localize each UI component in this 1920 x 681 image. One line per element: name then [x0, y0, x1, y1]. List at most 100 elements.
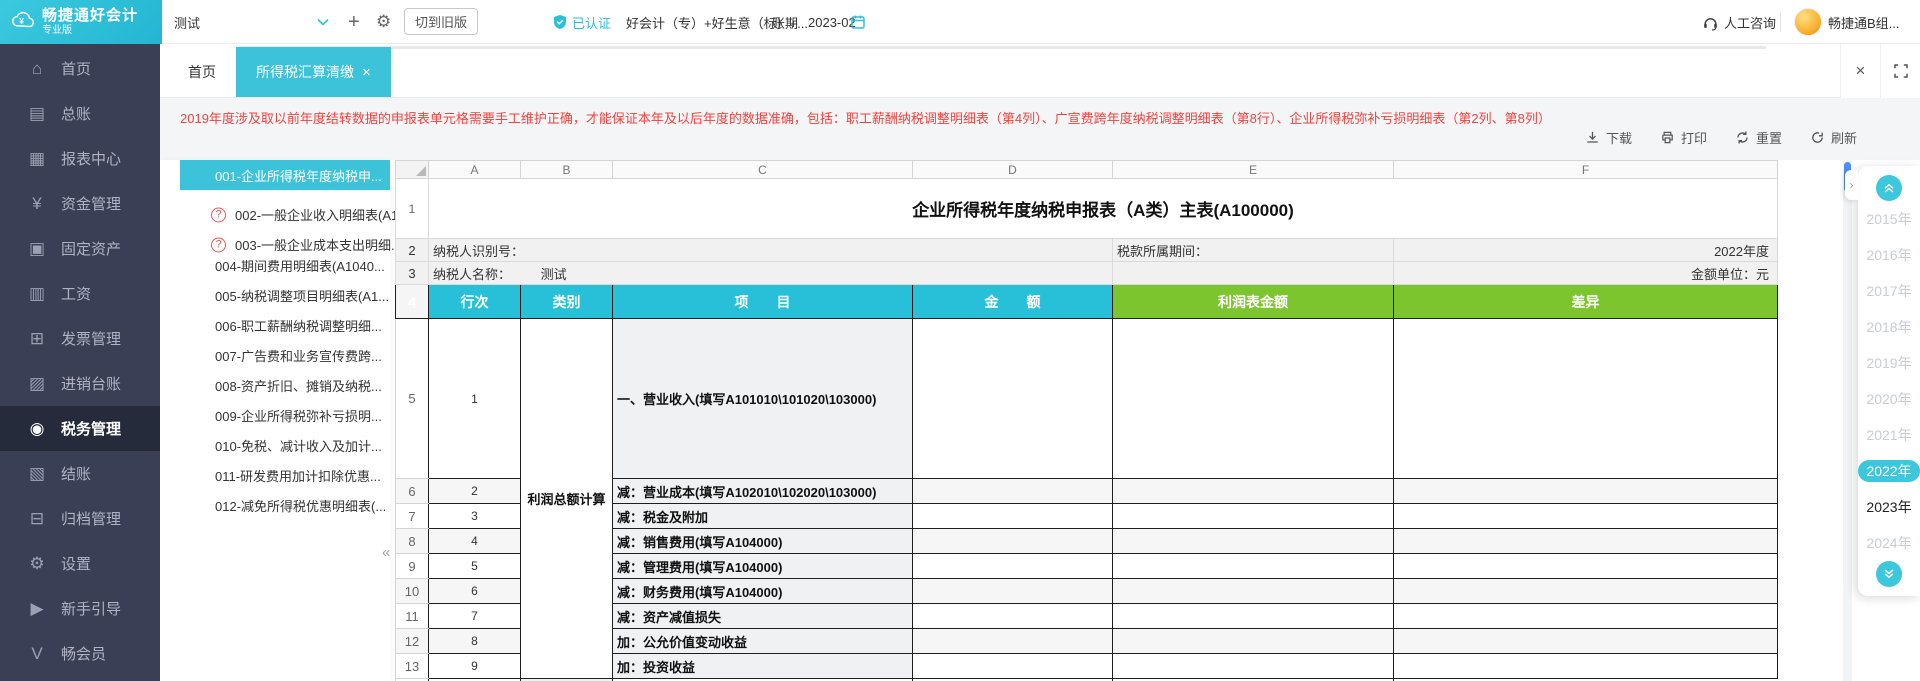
year-item[interactable]: 2022年 — [1858, 460, 1920, 482]
row-number[interactable]: 11 — [395, 603, 429, 629]
period-value[interactable]: 2023-02 — [808, 14, 856, 30]
taxpayer-id-label[interactable]: 纳税人识别号： — [428, 238, 1113, 262]
sidebar-item[interactable]: ▨ 进销台账 — [0, 361, 160, 406]
add-account-icon[interactable]: + — [348, 10, 360, 33]
report-list-item[interactable]: ? 003-一般企业成本支出明细... — [180, 230, 1580, 260]
switch-old-version-button[interactable]: 切到旧版 — [404, 8, 479, 35]
certified-badge[interactable]: 已认证 — [552, 0, 611, 44]
tax-period-label[interactable]: 税款所属期间： — [1112, 238, 1394, 262]
headset-icon[interactable] — [1702, 0, 1719, 44]
reset-button[interactable]: 重置 — [1735, 128, 1782, 147]
row-number[interactable]: 9 — [395, 553, 429, 579]
cell-income-statement[interactable] — [1112, 578, 1394, 604]
cell-amount[interactable] — [912, 578, 1113, 604]
year-item[interactable]: 2017年 — [1866, 283, 1912, 299]
cell-difference[interactable] — [1393, 628, 1778, 654]
cell-amount[interactable] — [912, 553, 1113, 579]
scroll-years-down-button[interactable] — [1876, 561, 1902, 587]
cell-amount[interactable] — [912, 628, 1113, 654]
tab[interactable]: 首页 — [168, 47, 236, 97]
year-panel-handle[interactable]: › — [1845, 170, 1858, 200]
cell-difference[interactable] — [1393, 578, 1778, 604]
cell-difference[interactable] — [1393, 478, 1778, 504]
cell-amount[interactable] — [912, 528, 1113, 554]
cell-income-statement[interactable] — [1112, 553, 1394, 579]
row-number[interactable]: 5 — [395, 318, 429, 479]
cell-amount[interactable] — [912, 603, 1113, 629]
row-number[interactable]: 3 — [395, 261, 429, 285]
tab[interactable]: 所得税汇算清缴 × — [236, 47, 391, 97]
header-line-no[interactable]: 行次 — [428, 284, 521, 319]
report-list-item[interactable]: ? 012-减免所得税优惠明细表(... — [160, 490, 390, 520]
cell-difference[interactable] — [1393, 528, 1778, 554]
sidebar-item[interactable]: ▶ 新手引导 — [0, 586, 160, 631]
cell-income-statement[interactable] — [1112, 628, 1394, 654]
cell-income-statement[interactable] — [1112, 503, 1394, 529]
cell-income-statement[interactable] — [1112, 603, 1394, 629]
report-list-item[interactable]: ? 005-纳税调整项目明细表(A1... — [160, 280, 390, 310]
cell[interactable] — [1112, 678, 1394, 681]
scroll-years-up-button[interactable] — [1876, 175, 1902, 201]
avatar[interactable] — [1794, 8, 1822, 36]
report-list-item[interactable]: ? 007-广告费和业务宣传费跨... — [160, 340, 390, 370]
cell-difference[interactable] — [1393, 503, 1778, 529]
column-header[interactable]: F — [1393, 160, 1778, 179]
cell-item[interactable]: 减：税金及附加 — [612, 503, 913, 529]
row-number[interactable]: 2 — [395, 238, 429, 262]
cell-amount[interactable] — [912, 503, 1113, 529]
column-header[interactable]: D — [912, 160, 1113, 179]
sidebar-item[interactable]: ▤ 总账 — [0, 91, 160, 136]
cell-difference[interactable] — [1393, 318, 1778, 479]
taxpayer-name-cell[interactable]: 纳税人名称： 测试 — [428, 261, 1113, 285]
cell-line-no[interactable]: 7 — [428, 603, 521, 629]
sidebar-item[interactable]: V 畅会员 — [0, 631, 160, 676]
sheet-title[interactable]: 企业所得税年度纳税申报表（A类）主表(A100000) — [428, 178, 1778, 239]
close-tab-icon[interactable]: × — [1840, 44, 1880, 98]
cell-income-statement[interactable] — [1112, 478, 1394, 504]
report-list-item[interactable]: ? 008-资产折旧、摊销及纳税... — [160, 370, 390, 400]
app-logo[interactable]: ¥ 畅捷通好会计 专业版 — [0, 0, 162, 44]
header-difference[interactable]: 差异 — [1393, 284, 1778, 319]
header-amount[interactable]: 金 额 — [912, 284, 1113, 319]
row-number[interactable]: 12 — [395, 628, 429, 654]
unit-label[interactable]: 金额单位：元 — [1393, 261, 1778, 285]
account-name[interactable]: 测试 — [174, 15, 201, 31]
cell-line-no[interactable]: 9 — [428, 653, 521, 679]
tax-period-value[interactable]: 2022年度 — [1393, 238, 1778, 262]
year-item[interactable]: 2020年 — [1866, 391, 1912, 407]
table-scrollbar[interactable] — [1843, 160, 1852, 681]
report-list-item[interactable]: ? 009-企业所得税弥补亏损明... — [160, 400, 390, 430]
cell-line-no[interactable]: 8 — [428, 628, 521, 654]
cell-difference[interactable] — [1393, 553, 1778, 579]
report-list-item[interactable]: ? 001-企业所得税年度纳税申... — [180, 160, 390, 190]
select-all-corner[interactable] — [395, 160, 429, 179]
header-income-statement[interactable]: 利润表金额 — [1112, 284, 1394, 319]
cell-income-statement[interactable] — [1112, 528, 1394, 554]
sidebar-item[interactable]: ¥ 资金管理 — [0, 181, 160, 226]
collapse-panel-icon[interactable]: « — [382, 544, 391, 561]
calendar-icon[interactable] — [850, 0, 866, 44]
sidebar-item[interactable]: ⚙ 设置 — [0, 541, 160, 586]
sidebar-item[interactable]: ▧ 结账 — [0, 451, 160, 496]
sidebar-item[interactable]: ▦ 报表中心 — [0, 136, 160, 181]
print-button[interactable]: 打印 — [1660, 128, 1707, 147]
cell-difference[interactable] — [1393, 653, 1778, 679]
report-list-item[interactable]: ? 004-期间费用明细表(A1040... — [160, 250, 390, 280]
row-number[interactable]: 1 — [395, 178, 429, 239]
year-item[interactable]: 2021年 — [1866, 427, 1912, 443]
cell-line-no[interactable]: 5 — [428, 553, 521, 579]
cell-item[interactable]: 一、营业收入(填写A101010\101020\103000) — [612, 318, 913, 479]
fullscreen-icon[interactable] — [1880, 44, 1920, 98]
cell-line-no[interactable]: 4 — [428, 528, 521, 554]
cell-income-statement[interactable] — [1112, 318, 1394, 479]
cell-line-no[interactable]: 1 — [428, 318, 521, 479]
tab-scrollbar[interactable] — [238, 46, 1766, 49]
sidebar-item[interactable]: ⊞ 发票管理 — [0, 316, 160, 361]
row-number[interactable]: 7 — [395, 503, 429, 529]
cell-item[interactable]: 减：资产减值损失 — [612, 603, 913, 629]
report-list-item[interactable]: ? 002-一般企业收入明细表(A1... — [180, 200, 1580, 230]
cell-amount[interactable] — [912, 478, 1113, 504]
sidebar-item[interactable]: ⊟ 归档管理 — [0, 496, 160, 541]
column-header[interactable]: B — [520, 160, 613, 179]
row-number[interactable]: 8 — [395, 528, 429, 554]
